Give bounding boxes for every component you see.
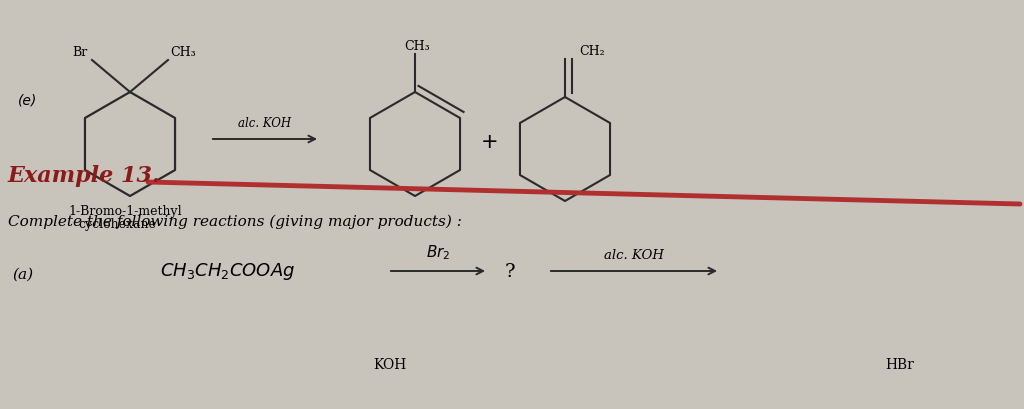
Text: CH₃: CH₃: [404, 40, 430, 53]
Text: ?: ?: [505, 262, 515, 280]
Text: (e): (e): [18, 93, 37, 107]
Text: HBr: HBr: [886, 357, 914, 371]
Text: 1-Bromo-1-methyl: 1-Bromo-1-methyl: [68, 204, 181, 218]
Text: CH₃: CH₃: [170, 46, 196, 59]
Text: Example 13.: Example 13.: [8, 164, 161, 187]
Text: Br: Br: [73, 46, 88, 59]
Text: +: +: [481, 132, 499, 152]
Text: Complete the following reactions (giving major products) :: Complete the following reactions (giving…: [8, 214, 462, 229]
Text: alc. KOH: alc. KOH: [239, 117, 292, 130]
Text: $\mathit{CH_3CH_2COOAg}$: $\mathit{CH_3CH_2COOAg}$: [160, 261, 295, 282]
Text: CH₂: CH₂: [579, 45, 604, 58]
Text: cyclohexane: cyclohexane: [78, 218, 156, 230]
Text: alc. KOH: alc. KOH: [604, 248, 664, 261]
Text: $Br_2$: $Br_2$: [426, 243, 451, 261]
Text: KOH: KOH: [374, 357, 407, 371]
Text: (a): (a): [12, 267, 33, 281]
